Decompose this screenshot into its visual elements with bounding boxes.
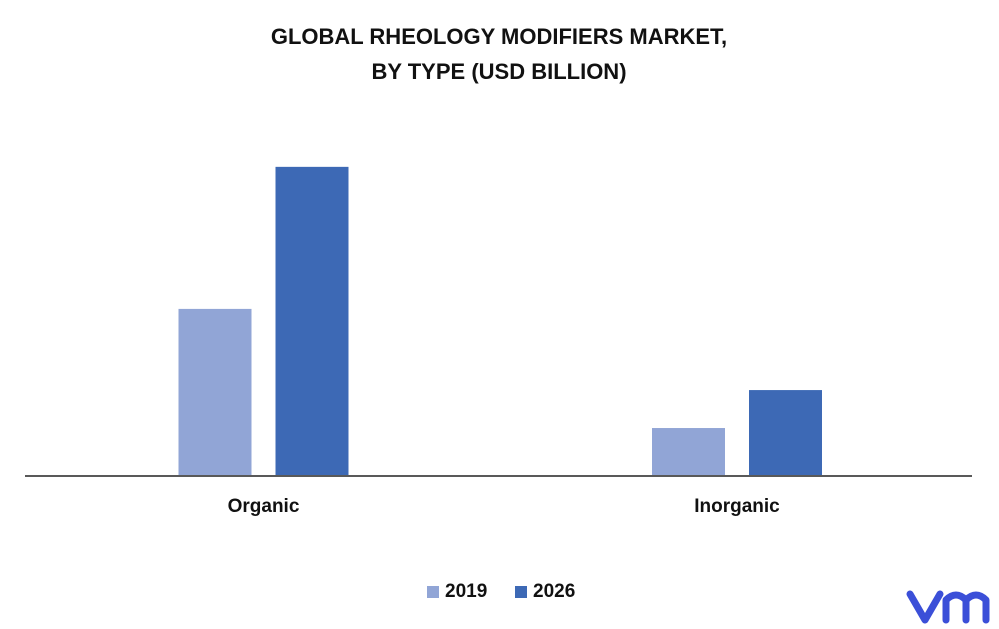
legend-swatch [515, 586, 527, 598]
bar [275, 166, 349, 475]
legend-swatch [427, 586, 439, 598]
bar [652, 428, 725, 475]
x-tick-label: Organic [228, 496, 300, 517]
logo [906, 590, 990, 624]
chart-title: BY TYPE (USD BILLION) [371, 59, 626, 84]
legend-label: 2026 [533, 581, 575, 602]
bar [178, 308, 252, 475]
bar [749, 390, 822, 475]
legend-label: 2019 [445, 581, 487, 602]
x-tick-label: Inorganic [694, 496, 780, 517]
chart-title: GLOBAL RHEOLOGY MODIFIERS MARKET, [271, 24, 727, 49]
